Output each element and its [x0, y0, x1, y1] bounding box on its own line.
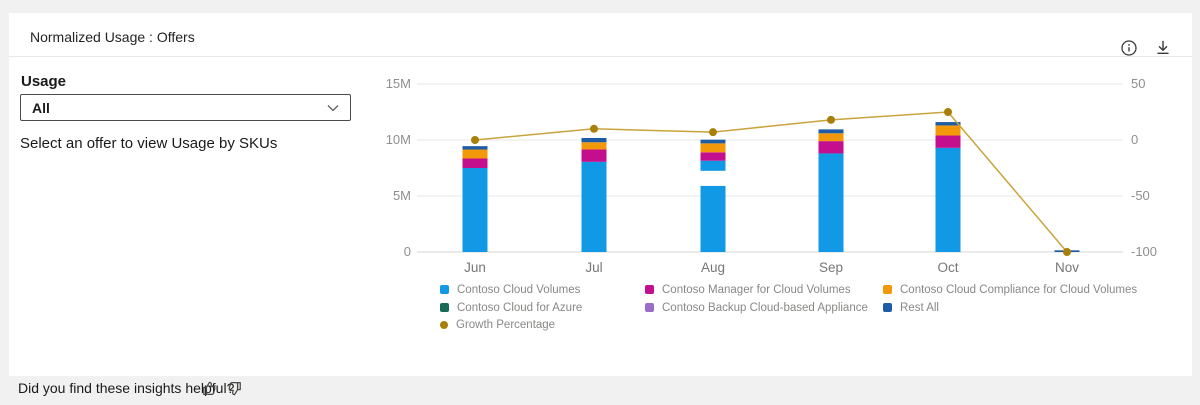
legend-swatch-contoso-backup-cloud-based-appliance: [645, 303, 654, 312]
usage-offer-dropdown[interactable]: All: [20, 94, 351, 121]
bar-jun-contoso-cloud-volumes[interactable]: [462, 168, 488, 252]
legend-swatch-rest-all: [883, 303, 892, 312]
bar-oct-contoso-manager-for-cloud-volumes[interactable]: [935, 135, 961, 148]
legend-label: Contoso Backup Cloud-based Appliance: [662, 301, 868, 314]
legend-label: Contoso Cloud Compliance for Cloud Volum…: [900, 283, 1138, 296]
bar-jul-rest-all[interactable]: [581, 137, 607, 143]
bar-oct-contoso-cloud-volumes[interactable]: [935, 147, 961, 252]
legend-item-contoso-cloud-volumes: Contoso Cloud Volumes: [440, 283, 580, 296]
bar-jun-rest-all[interactable]: [462, 146, 488, 150]
download-icon[interactable]: [1153, 38, 1173, 58]
bar-jul-contoso-cloud-volumes[interactable]: [581, 161, 607, 252]
dropdown-selected-value: All: [32, 99, 50, 116]
bar-sep-contoso-cloud-volumes[interactable]: [818, 153, 844, 252]
usage-filter-label: Usage: [21, 73, 67, 90]
growth-dot-nov[interactable]: [1063, 248, 1071, 256]
bar-jun-contoso-cloud-compliance-for-cloud-volumes[interactable]: [462, 149, 488, 159]
chevron-down-icon: [327, 104, 339, 112]
header-divider: [9, 56, 1192, 57]
bar-aug-rest-all[interactable]: [700, 139, 726, 144]
bar-aug-contoso-cloud-compliance-for-cloud-volumes[interactable]: [700, 143, 726, 153]
growth-dot-oct[interactable]: [944, 108, 952, 116]
growth-dot-jun[interactable]: [471, 136, 479, 144]
info-icon[interactable]: [1119, 38, 1139, 58]
bar-aug-contoso-manager-for-cloud-volumes[interactable]: [700, 152, 726, 161]
legend-label: Rest All: [900, 301, 939, 314]
bar-jul-contoso-cloud-compliance-for-cloud-volumes[interactable]: [581, 142, 607, 150]
bar-jul-contoso-manager-for-cloud-volumes[interactable]: [581, 149, 607, 162]
legend-label: Growth Percentage: [456, 318, 556, 331]
legend-swatch-contoso-cloud-volumes: [440, 285, 449, 294]
bar-oct-contoso-cloud-compliance-for-cloud-volumes[interactable]: [935, 125, 961, 136]
legend-swatch-contoso-cloud-compliance-for-cloud-volumes: [883, 285, 892, 294]
legend-item-growth-percentage: Growth Percentage: [440, 318, 555, 331]
bar-aug-contoso-cloud-volumes-lower[interactable]: [700, 185, 726, 252]
insights-helpful-question: Did you find these insights helpful?: [18, 380, 235, 396]
legend-item-contoso-cloud-for-azure: Contoso Cloud for Azure: [440, 301, 582, 314]
card-title: Normalized Usage : Offers: [30, 29, 195, 45]
bar-aug-contoso-cloud-volumes-upper[interactable]: [700, 160, 726, 171]
thumbs-down-icon[interactable]: [226, 380, 243, 397]
legend-label: Contoso Manager for Cloud Volumes: [662, 283, 851, 296]
bar-sep-rest-all[interactable]: [818, 129, 844, 134]
legend-label: Contoso Cloud Volumes: [457, 283, 581, 296]
legend-item-contoso-manager-for-cloud-volumes: Contoso Manager for Cloud Volumes: [645, 283, 851, 296]
bar-jun-contoso-manager-for-cloud-volumes[interactable]: [462, 158, 488, 168]
growth-dot-sep[interactable]: [827, 115, 835, 124]
legend-swatch-contoso-cloud-for-azure: [440, 303, 449, 312]
legend-label: Contoso Cloud for Azure: [457, 301, 583, 314]
growth-dot-aug[interactable]: [709, 128, 717, 137]
bar-sep-contoso-cloud-compliance-for-cloud-volumes[interactable]: [818, 133, 844, 142]
growth-dot-jul[interactable]: [590, 124, 598, 133]
legend-swatch-growth-percentage: [440, 320, 448, 329]
legend-item-contoso-cloud-compliance-for-cloud-volumes: Contoso Cloud Compliance for Cloud Volum…: [883, 283, 1137, 296]
legend-item-rest-all: Rest All: [883, 301, 939, 314]
legend-item-contoso-backup-cloud-based-appliance: Contoso Backup Cloud-based Appliance: [645, 301, 868, 314]
thumbs-up-icon[interactable]: [201, 380, 218, 397]
legend-swatch-contoso-manager-for-cloud-volumes: [645, 285, 654, 294]
bar-sep-contoso-manager-for-cloud-volumes[interactable]: [818, 141, 844, 154]
bar-oct-rest-all[interactable]: [935, 122, 961, 126]
select-offer-helper-text: Select an offer to view Usage by SKUs: [20, 135, 278, 152]
